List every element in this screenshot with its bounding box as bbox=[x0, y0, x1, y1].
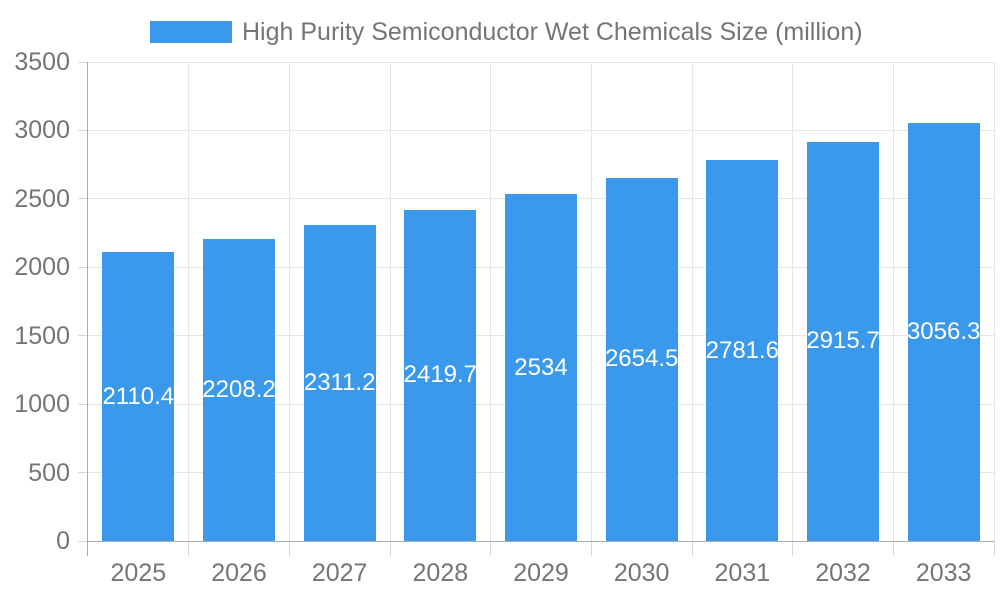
y-axis-tick-label: 0 bbox=[56, 527, 70, 555]
bar-value-label: 2654.5 bbox=[604, 345, 679, 373]
bar-2026[interactable]: 2208.2 bbox=[202, 238, 276, 541]
x-tick-mark bbox=[993, 541, 995, 556]
y-axis-tick-label: 500 bbox=[28, 458, 70, 487]
bar-value-label: 2110.4 bbox=[102, 382, 175, 410]
x-axis-tick-label: 2029 bbox=[513, 559, 569, 587]
gridline-v bbox=[188, 62, 190, 541]
x-axis-tick-label: 2033 bbox=[915, 559, 972, 587]
legend-item[interactable]: High Purity Semiconductor Wet Chemicals … bbox=[150, 16, 863, 48]
gridline-v bbox=[590, 62, 592, 541]
y-tick-mark bbox=[78, 403, 88, 405]
x-tick-mark bbox=[389, 541, 391, 556]
gridline-v bbox=[490, 62, 492, 541]
bar-2031[interactable]: 2781.6 bbox=[705, 160, 780, 541]
x-tick-mark bbox=[590, 541, 592, 556]
y-tick-mark bbox=[78, 472, 88, 474]
y-tick-mark bbox=[78, 266, 88, 268]
legend-swatch-icon bbox=[150, 21, 232, 43]
x-tick-mark bbox=[490, 541, 492, 556]
bar-value-label: 2915.7 bbox=[806, 327, 880, 355]
x-axis-tick-label: 2028 bbox=[412, 559, 469, 587]
bar-2028[interactable]: 2419.7 bbox=[403, 209, 478, 541]
y-tick-mark bbox=[78, 335, 88, 337]
bar-value-label: 2208.2 bbox=[202, 375, 276, 403]
bar-value-label: 2534 bbox=[514, 353, 568, 381]
gridline-v bbox=[993, 62, 995, 541]
bar-2029[interactable]: 2534 bbox=[505, 194, 577, 541]
plot-area: 2110.4 2208.2 2311.2 2419.7 2534 2654.5 2781.6… bbox=[88, 61, 995, 541]
x-axis-tick-label: 2025 bbox=[110, 559, 167, 587]
bar-2027[interactable]: 2311.2 bbox=[303, 224, 376, 541]
x-axis-tick-label: 2032 bbox=[815, 559, 871, 587]
gridline-v bbox=[389, 62, 391, 541]
x-tick-mark bbox=[691, 541, 693, 556]
y-axis-tick-label: 3500 bbox=[14, 48, 70, 76]
x-axis-tick-label: 2027 bbox=[311, 559, 368, 587]
bar-2025[interactable]: 2110.4 bbox=[102, 252, 175, 541]
y-axis-tick-label: 1000 bbox=[14, 390, 70, 419]
x-axis-tick-label: 2026 bbox=[211, 559, 267, 587]
gridline-v bbox=[691, 62, 693, 541]
x-tick-mark bbox=[188, 541, 190, 556]
y-tick-mark bbox=[78, 129, 88, 131]
y-axis-tick-label: 3000 bbox=[14, 116, 70, 145]
gridline-v bbox=[288, 62, 290, 541]
y-axis-line bbox=[87, 62, 88, 556]
gridline-h bbox=[88, 61, 994, 63]
x-axis-tick-label: 2030 bbox=[613, 559, 670, 587]
legend-label: High Purity Semiconductor Wet Chemicals … bbox=[242, 18, 863, 46]
x-tick-mark bbox=[892, 541, 894, 556]
bar-value-label: 3056.3 bbox=[906, 317, 981, 345]
x-axis-line bbox=[88, 541, 994, 542]
x-tick-mark bbox=[288, 541, 290, 556]
x-tick-mark bbox=[792, 541, 794, 556]
x-axis-tick-label: 2031 bbox=[714, 559, 771, 587]
bar-value-label: 2781.6 bbox=[705, 336, 780, 364]
y-tick-mark bbox=[78, 61, 88, 63]
y-tick-mark bbox=[78, 198, 88, 200]
gridline-v bbox=[892, 62, 894, 541]
bar-2032[interactable]: 2915.7 bbox=[806, 141, 880, 541]
y-tick-mark bbox=[78, 540, 88, 542]
bar-value-label: 2311.2 bbox=[303, 368, 376, 396]
bar-2030[interactable]: 2654.5 bbox=[604, 177, 679, 541]
gridline-h bbox=[88, 129, 994, 131]
y-axis-tick-label: 2000 bbox=[14, 253, 70, 282]
bar-value-label: 2419.7 bbox=[403, 361, 478, 389]
y-axis-tick-label: 2500 bbox=[14, 184, 70, 213]
bar-2033[interactable]: 3056.3 bbox=[906, 122, 981, 541]
gridline-v bbox=[792, 62, 794, 541]
y-axis-tick-label: 1500 bbox=[14, 321, 70, 350]
